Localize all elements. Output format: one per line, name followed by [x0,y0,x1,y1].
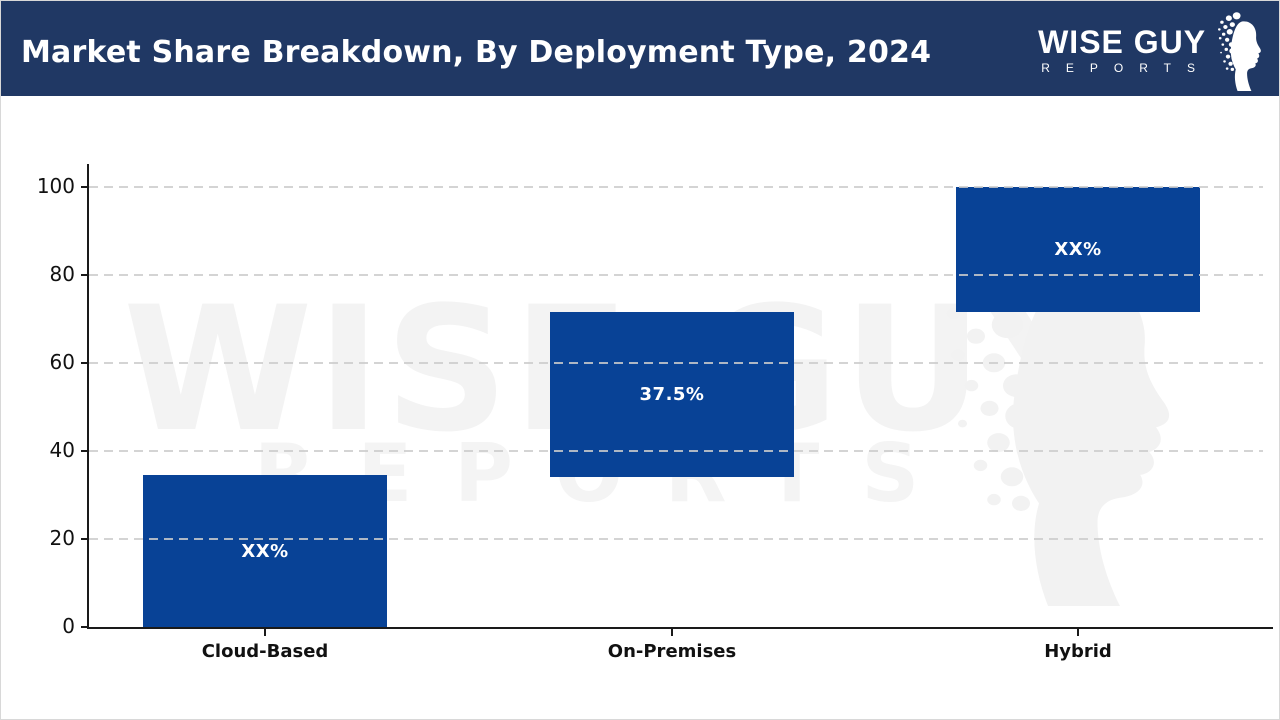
gridline [89,449,1263,452]
bar-segment: XX% [143,475,387,627]
x-axis-category-label: Hybrid [1044,641,1112,662]
x-axis-line [87,627,1273,629]
x-axis-tick [671,629,673,636]
gridline [89,361,1263,364]
y-axis-tick-label: 80 [49,261,75,286]
y-axis-tick [81,361,87,364]
bar-value-label: XX% [1054,238,1102,260]
y-axis-tick [81,273,87,276]
x-axis-tick [264,629,266,636]
logo-text: WISE GUY REPORTS [1033,23,1211,76]
x-axis-tick [1077,629,1079,636]
plot-area: 0 20 40 60 80 100 XX% Cloud-Based 37.5% On-Premis… [1,96,1279,719]
bar-segment: 37.5% [550,311,794,477]
logo-wordmark: WISE GUY [1038,23,1207,60]
y-axis-tick [81,537,87,540]
y-axis-tick [81,449,87,452]
logo-face-icon [1218,11,1261,91]
gridline [89,537,1263,540]
bar-segment: XX% [956,186,1200,312]
gridline [89,273,1263,276]
y-axis-tick-label: 0 [62,614,75,638]
y-axis-tick-label: 40 [49,437,75,462]
y-axis-tick-label: 60 [49,349,75,374]
y-axis-tick [81,185,87,188]
logo-subtext: REPORTS [1041,61,1211,76]
x-axis-category-label: Cloud-Based [201,641,329,662]
y-axis-line [87,164,89,629]
chart-title: Market Share Breakdown, By Deployment Ty… [21,35,932,70]
bar-value-label: 37.5% [639,383,705,405]
y-axis-tick-label: 20 [49,525,75,550]
wiseguy-logo: WISE GUY REPORTS [1033,7,1267,91]
x-axis-category-label: On-Premises [607,641,737,662]
chart-area: WISE GUY REPORTS 020406080100XX%Cloud-Ba… [1,96,1279,719]
gridline [89,185,1263,188]
bar-value-label: XX% [241,540,289,562]
y-axis-tick-label: 100 [36,173,75,198]
y-axis-tick [81,626,87,628]
header-bar: Market Share Breakdown, By Deployment Ty… [1,1,1279,96]
